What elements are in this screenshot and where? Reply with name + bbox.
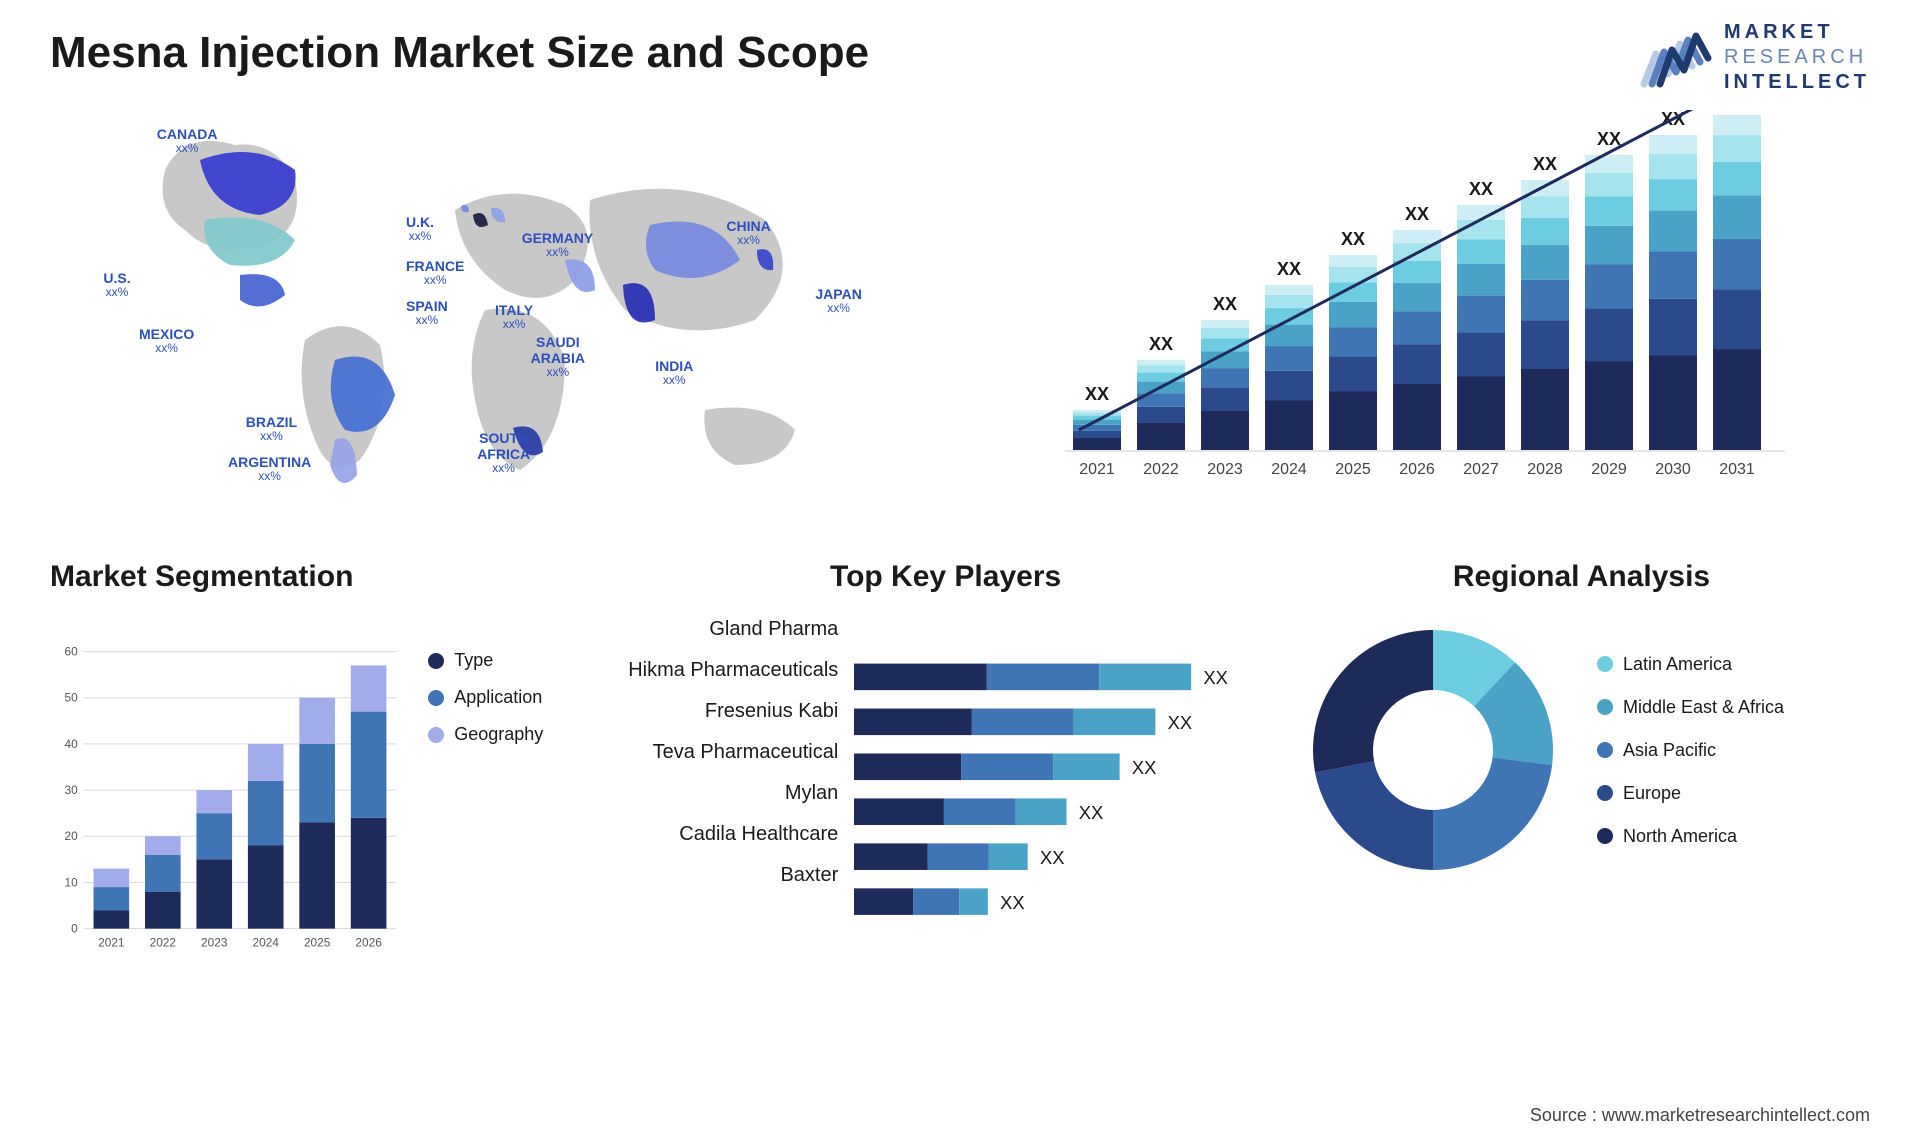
svg-text:2022: 2022	[1143, 461, 1179, 478]
svg-text:2025: 2025	[1335, 461, 1371, 478]
page-title: Mesna Injection Market Size and Scope	[50, 28, 869, 78]
map-label-japan: JAPANxx%	[815, 286, 861, 316]
svg-text:2029: 2029	[1591, 461, 1627, 478]
svg-text:XX: XX	[1085, 384, 1109, 404]
map-label-us: U.S.xx%	[103, 270, 130, 300]
logo-text: MARKET RESEARCH INTELLECT	[1724, 20, 1870, 95]
seg-legend-type: Type	[428, 650, 598, 671]
logo-line3: INTELLECT	[1724, 71, 1870, 93]
svg-text:2023: 2023	[1207, 461, 1243, 478]
svg-text:XX: XX	[1277, 259, 1301, 279]
logo-line2: RESEARCH	[1724, 46, 1867, 68]
player-label: Gland Pharma	[628, 618, 838, 641]
map-label-canada: CANADAxx%	[157, 126, 218, 156]
map-label-saudi: SAUDIARABIAxx%	[531, 334, 585, 380]
svg-text:2024: 2024	[1271, 461, 1307, 478]
regional-donut	[1293, 610, 1573, 890]
svg-text:XX: XX	[1168, 712, 1193, 733]
map-label-italy: ITALYxx%	[495, 302, 533, 332]
svg-text:2031: 2031	[1719, 461, 1755, 478]
segmentation-chart: 0 10 20 30 40 50 60 2021 2022 2023 2024 2025 2026	[50, 610, 406, 990]
svg-text:2028: 2028	[1527, 461, 1563, 478]
region-legend-item: Middle East & Africa	[1597, 697, 1870, 718]
svg-text:XX: XX	[1469, 179, 1493, 199]
source-credit: Source : www.marketresearchintellect.com	[1530, 1105, 1870, 1126]
map-label-safrica: SOUTHAFRICAxx%	[477, 430, 530, 476]
segmentation-title: Market Segmentation	[50, 560, 598, 594]
map-label-india: INDIAxx%	[655, 358, 693, 388]
svg-text:2030: 2030	[1655, 461, 1691, 478]
logo-line1: MARKET	[1724, 21, 1834, 43]
player-label: Mylan	[628, 782, 838, 805]
seg-legend-geography: Geography	[428, 724, 598, 745]
svg-text:XX: XX	[1213, 294, 1237, 314]
map-label-argentina: ARGENTINAxx%	[228, 454, 311, 484]
svg-text:XX: XX	[1079, 802, 1104, 823]
svg-text:XX: XX	[1149, 334, 1173, 354]
svg-text:30: 30	[65, 783, 79, 797]
svg-text:XX: XX	[1204, 667, 1229, 688]
svg-text:2027: 2027	[1463, 461, 1499, 478]
svg-text:XX: XX	[1040, 847, 1065, 868]
svg-text:2021: 2021	[1079, 461, 1115, 478]
svg-text:XX: XX	[1341, 229, 1365, 249]
map-label-uk: U.K.xx%	[406, 214, 434, 244]
svg-text:XX: XX	[1533, 154, 1557, 174]
segmentation-panel: Market Segmentation 0 10 20 30 40 50 60 2021 202…	[50, 560, 598, 990]
region-legend-item: Europe	[1597, 783, 1870, 804]
svg-text:2024: 2024	[253, 935, 280, 949]
brand-logo: MARKET RESEARCH INTELLECT	[1640, 20, 1870, 95]
key-players-title: Top Key Players	[628, 560, 1263, 594]
svg-text:2026: 2026	[355, 935, 382, 949]
map-label-spain: SPAINxx%	[406, 298, 448, 328]
svg-text:2023: 2023	[201, 935, 228, 949]
svg-text:40: 40	[65, 737, 79, 751]
key-players-panel: Top Key Players Gland Pharma Hikma Pharma…	[628, 560, 1263, 990]
seg-legend-application: Application	[428, 687, 598, 708]
svg-text:60: 60	[65, 645, 79, 659]
regional-legend: Latin America Middle East & Africa Asia Pa…	[1597, 654, 1870, 847]
svg-text:10: 10	[65, 875, 79, 889]
player-label: Baxter	[628, 864, 838, 887]
key-players-labels: Gland Pharma Hikma Pharmaceuticals Freseni…	[628, 610, 838, 942]
logo-icon	[1640, 26, 1712, 90]
segmentation-legend: Type Application Geography	[428, 610, 598, 990]
svg-text:50: 50	[65, 691, 79, 705]
player-label: Hikma Pharmaceuticals	[628, 659, 838, 682]
player-label: Teva Pharmaceutical	[628, 741, 838, 764]
svg-text:XX: XX	[1000, 892, 1025, 913]
map-label-france: FRANCExx%	[406, 258, 464, 288]
player-label: Fresenius Kabi	[628, 700, 838, 723]
svg-text:2025: 2025	[304, 935, 331, 949]
map-label-mexico: MEXICOxx%	[139, 326, 194, 356]
regional-panel: Regional Analysis Latin America Middle Ea…	[1293, 560, 1870, 990]
key-players-chart: XX XX XX XX XX XX	[854, 610, 1263, 942]
svg-text:XX: XX	[1597, 129, 1621, 149]
map-label-brazil: BRAZILxx%	[246, 414, 297, 444]
svg-text:20: 20	[65, 829, 79, 843]
forecast-chart: XX 2021 XX 2022 XX 2023 XX 2024 XX 2025 XX 2026 XX 20…	[980, 110, 1870, 510]
world-map: CANADAxx% U.S.xx% MEXICOxx% BRAZILxx% ARGENT…	[50, 110, 940, 510]
svg-text:0: 0	[71, 922, 78, 936]
svg-text:XX: XX	[1132, 757, 1157, 778]
regional-title: Regional Analysis	[1293, 560, 1870, 594]
svg-text:XX: XX	[1405, 204, 1429, 224]
svg-text:2026: 2026	[1399, 461, 1435, 478]
map-label-china: CHINAxx%	[726, 218, 770, 248]
map-label-germany: GERMANYxx%	[522, 230, 594, 260]
forecast-svg: XX 2021 XX 2022 XX 2023 XX 2024 XX 2025 XX 2026 XX 20…	[980, 110, 1870, 510]
region-legend-item: North America	[1597, 826, 1870, 847]
region-legend-item: Latin America	[1597, 654, 1870, 675]
region-legend-item: Asia Pacific	[1597, 740, 1870, 761]
player-label: Cadila Healthcare	[628, 823, 838, 846]
svg-text:2022: 2022	[150, 935, 176, 949]
svg-text:2021: 2021	[98, 935, 125, 949]
